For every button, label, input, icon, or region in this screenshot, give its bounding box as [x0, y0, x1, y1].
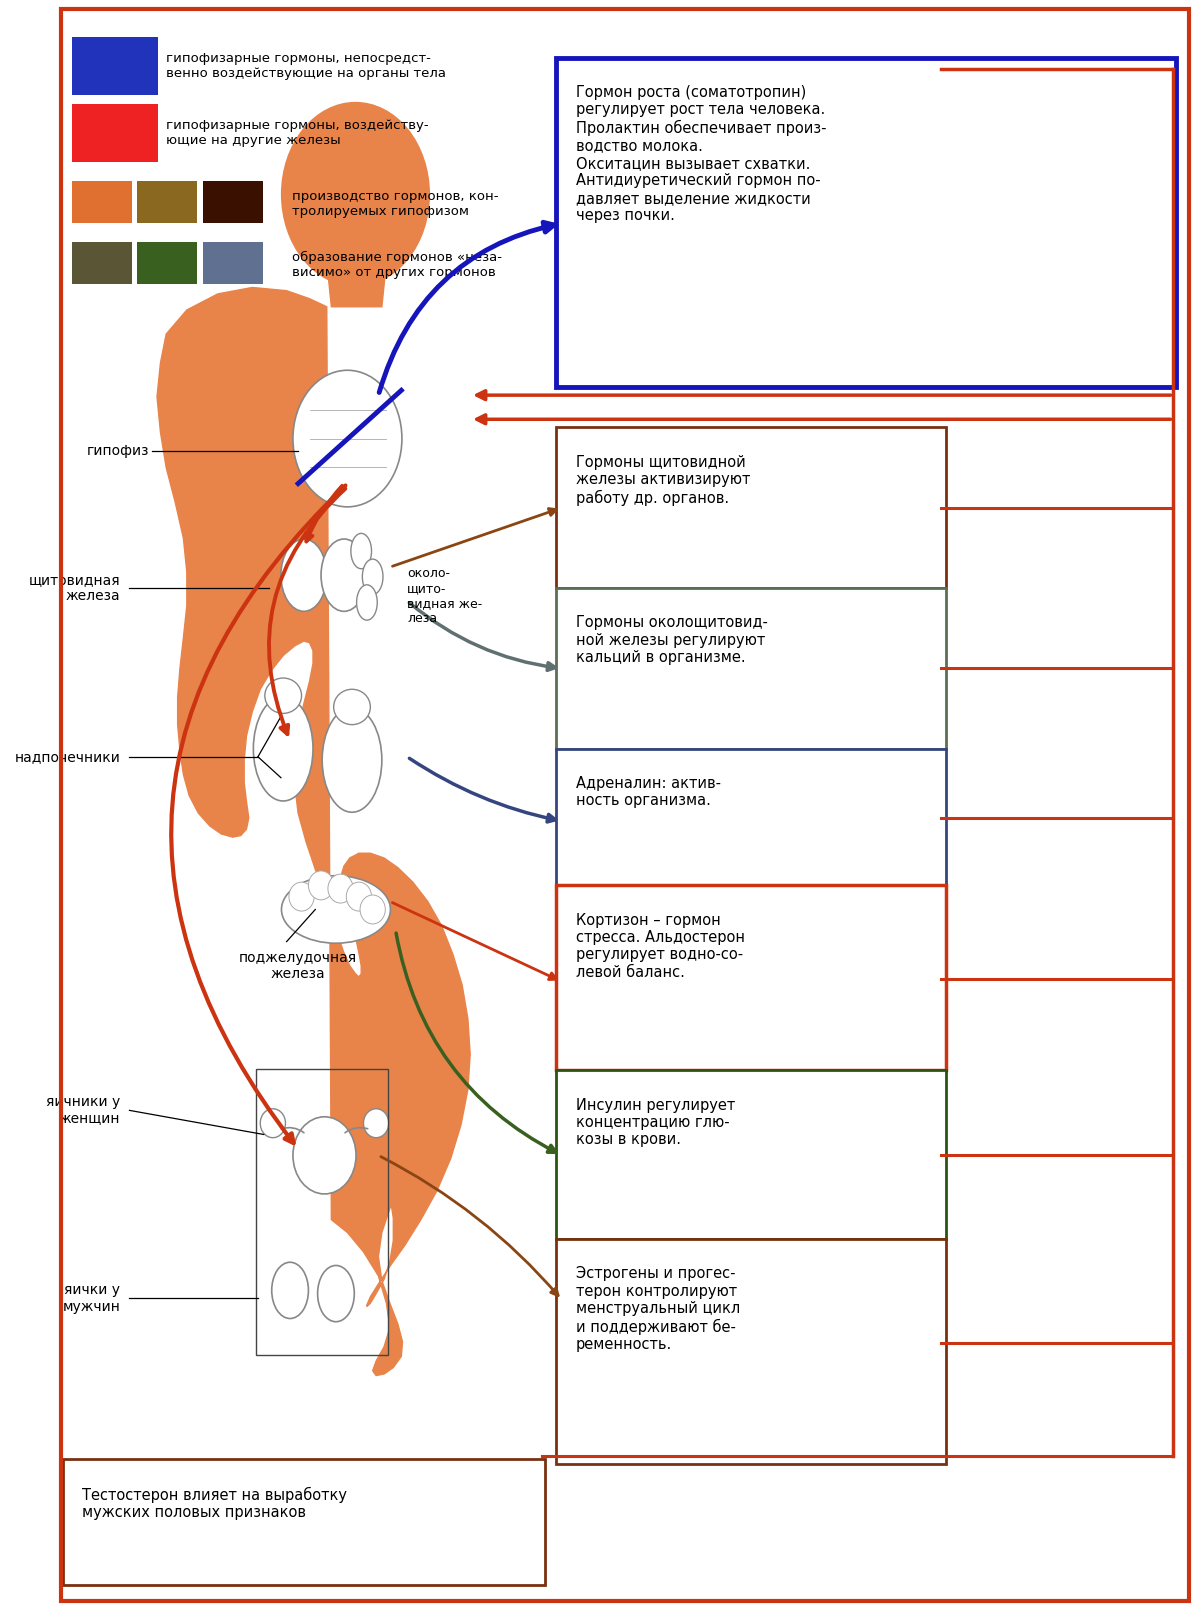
FancyBboxPatch shape: [62, 1459, 545, 1584]
Ellipse shape: [362, 559, 383, 594]
Ellipse shape: [328, 874, 353, 903]
Text: яички у
мужчин: яички у мужчин: [62, 1283, 120, 1314]
Text: яичники у
женщин: яичники у женщин: [46, 1095, 120, 1125]
Ellipse shape: [253, 697, 313, 802]
Text: Гормоны околощитовид-
ной железы регулируют
кальций в организме.: Гормоны околощитовид- ной железы регулир…: [576, 615, 768, 665]
Ellipse shape: [308, 871, 334, 900]
Ellipse shape: [293, 370, 402, 507]
Text: поджелудочная
железа: поджелудочная железа: [239, 950, 358, 980]
FancyBboxPatch shape: [138, 182, 197, 224]
FancyBboxPatch shape: [138, 243, 197, 285]
FancyBboxPatch shape: [203, 243, 263, 285]
Text: Эстрогены и прогес-
терон контролируют
менструальный цикл
и поддерживают бе-
рем: Эстрогены и прогес- терон контролируют м…: [576, 1267, 740, 1352]
Ellipse shape: [293, 1117, 356, 1195]
Ellipse shape: [334, 689, 371, 725]
Ellipse shape: [282, 876, 390, 943]
Text: Адреналин: актив-
ность организма.: Адреналин: актив- ность организма.: [576, 776, 721, 808]
Ellipse shape: [281, 539, 326, 612]
Ellipse shape: [347, 882, 372, 911]
FancyBboxPatch shape: [557, 1240, 947, 1463]
Ellipse shape: [281, 101, 430, 287]
FancyBboxPatch shape: [557, 1071, 947, 1240]
Text: гипофиз: гипофиз: [86, 444, 149, 459]
Text: образование гормонов «неза-
висимо» от других гормонов: образование гормонов «неза- висимо» от д…: [293, 251, 503, 279]
Ellipse shape: [322, 539, 367, 612]
Polygon shape: [326, 262, 386, 308]
Text: Гормон роста (соматотропин)
регулирует рост тела человека.
Пролактин обеспечивае: Гормон роста (соматотропин) регулирует р…: [576, 85, 827, 224]
FancyBboxPatch shape: [557, 58, 1176, 386]
Text: гипофизарные гормоны, непосредст-
венно воздействующие на органы тела: гипофизарные гормоны, непосредст- венно …: [166, 52, 446, 79]
Ellipse shape: [364, 1109, 389, 1138]
FancyBboxPatch shape: [72, 182, 132, 224]
Text: щитовидная
железа: щитовидная железа: [29, 573, 120, 604]
Text: Гормоны щитовидной
железы активизируют
работу др. органов.: Гормоны щитовидной железы активизируют р…: [576, 454, 750, 506]
FancyBboxPatch shape: [557, 427, 947, 588]
Text: около-
щито-
видная же-
леза: около- щито- видная же- леза: [407, 567, 482, 625]
Text: Тестостерон влияет на выработку
мужских половых признаков: Тестостерон влияет на выработку мужских …: [83, 1486, 348, 1520]
Text: надпочечники: надпочечники: [14, 750, 120, 763]
Ellipse shape: [260, 1109, 286, 1138]
FancyBboxPatch shape: [203, 182, 263, 224]
Text: Кортизон – гормон
стресса. Альдостерон
регулирует водно-со-
левой баланс.: Кортизон – гормон стресса. Альдостерон р…: [576, 913, 745, 980]
Ellipse shape: [350, 533, 372, 568]
FancyBboxPatch shape: [72, 105, 158, 163]
Ellipse shape: [289, 882, 314, 911]
FancyBboxPatch shape: [557, 749, 947, 886]
Ellipse shape: [318, 1265, 354, 1322]
FancyBboxPatch shape: [72, 243, 132, 285]
Text: производство гормонов, кон-
тролируемых гипофизом: производство гормонов, кон- тролируемых …: [293, 190, 499, 217]
Text: гипофизарные гормоны, воздейству-
ющие на другие железы: гипофизарные гормоны, воздейству- ющие н…: [166, 119, 428, 147]
Ellipse shape: [356, 584, 377, 620]
Ellipse shape: [322, 708, 382, 811]
FancyBboxPatch shape: [557, 588, 947, 749]
Ellipse shape: [271, 1262, 308, 1319]
FancyBboxPatch shape: [72, 37, 158, 95]
Text: Инсулин регулирует
концентрацию глю-
козы в крови.: Инсулин регулирует концентрацию глю- коз…: [576, 1098, 734, 1148]
Polygon shape: [157, 288, 470, 1375]
FancyBboxPatch shape: [557, 886, 947, 1071]
Ellipse shape: [360, 895, 385, 924]
Ellipse shape: [265, 678, 301, 713]
